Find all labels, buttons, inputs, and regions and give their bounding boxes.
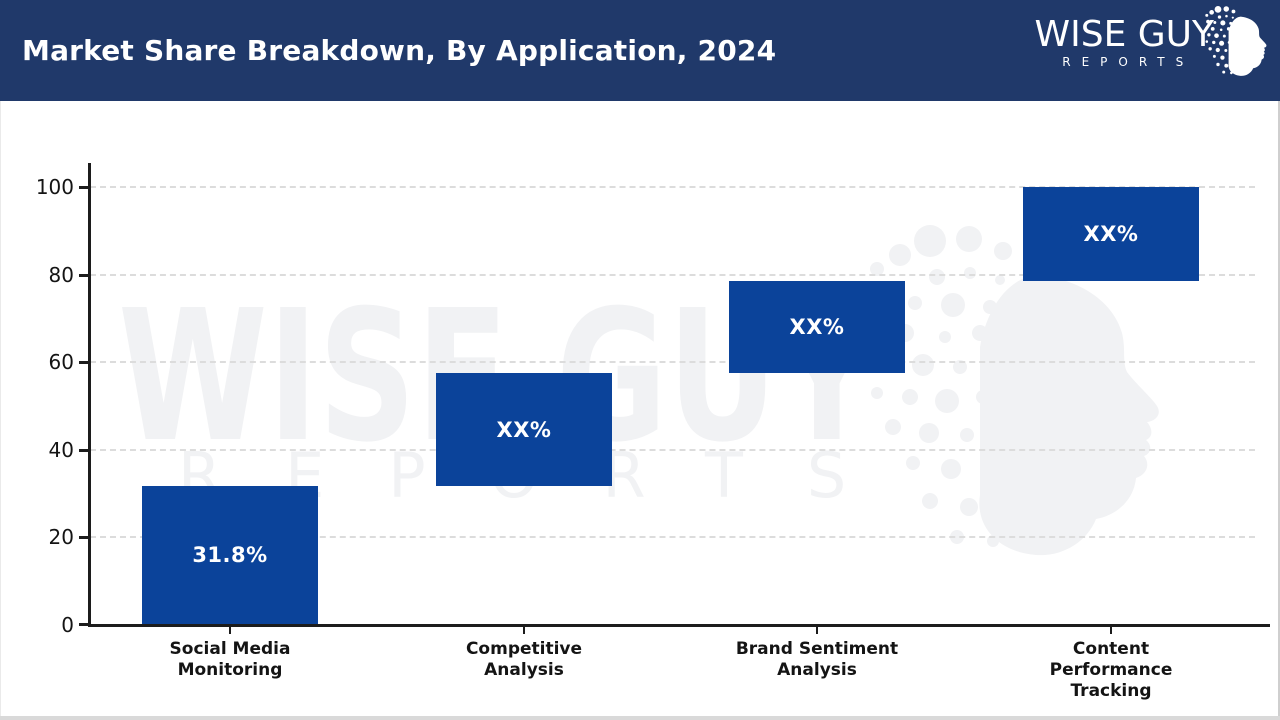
bar-brand-sentiment-analysis: XX%	[729, 281, 905, 373]
y-tick-label-60: 60	[48, 350, 74, 374]
header-bar: Market Share Breakdown, By Application, …	[0, 0, 1280, 101]
y-tick-label-80: 80	[48, 263, 74, 287]
y-tick-label-20: 20	[48, 525, 74, 549]
y-tick-label-0: 0	[61, 613, 74, 637]
page-border-left	[0, 101, 1, 720]
x-category-label-content-performance-tracking: Content Performance Tracking	[1049, 639, 1173, 701]
x-category-label-brand-sentiment-analysis: Brand Sentiment Analysis	[735, 639, 899, 680]
y-tick	[79, 536, 88, 539]
x-tick	[816, 627, 818, 634]
bar-value-label: XX%	[1083, 222, 1139, 246]
y-tick-label-40: 40	[48, 438, 74, 462]
watermark-face-icon	[869, 225, 1159, 556]
bar-content-performance-tracking: XX%	[1023, 187, 1199, 281]
brand-logo: WISE GUY REPORTS	[1035, 6, 1269, 78]
x-category-label-social-media-monitoring: Social Media Monitoring	[169, 639, 291, 680]
bar-value-label: 31.8%	[192, 543, 268, 567]
wiseguy-face-icon	[1205, 6, 1267, 76]
x-tick	[523, 627, 525, 634]
y-tick-label-100: 100	[35, 175, 74, 199]
y-tick	[79, 361, 88, 364]
gridline-80	[90, 274, 1255, 276]
bar-value-label: XX%	[789, 315, 845, 339]
page-border-bottom	[0, 716, 1280, 720]
bar-competitive-analysis: XX%	[436, 373, 612, 486]
logo-wordmark: WISE GUY REPORTS	[1035, 15, 1215, 70]
gridline-20	[90, 536, 1255, 538]
logo-name-text: WISE GUY	[1034, 13, 1215, 55]
page-border-right	[1278, 101, 1280, 720]
gridline-60	[90, 361, 1255, 363]
bar-social-media-monitoring: 31.8%	[142, 486, 318, 624]
gridline-40	[90, 449, 1255, 451]
y-tick	[79, 449, 88, 452]
y-tick	[79, 186, 88, 189]
y-axis-line	[88, 163, 91, 627]
x-category-label-competitive-analysis: Competitive Analysis	[465, 639, 583, 680]
logo-subtitle-text: REPORTS	[1062, 55, 1195, 70]
x-tick	[229, 627, 231, 634]
y-tick	[79, 623, 88, 626]
x-tick	[1110, 627, 1112, 634]
page-title: Market Share Breakdown, By Application, …	[22, 34, 777, 67]
gridline-100	[90, 186, 1255, 188]
x-axis-line	[88, 624, 1270, 627]
bar-value-label: XX%	[496, 417, 552, 442]
y-tick	[79, 274, 88, 277]
